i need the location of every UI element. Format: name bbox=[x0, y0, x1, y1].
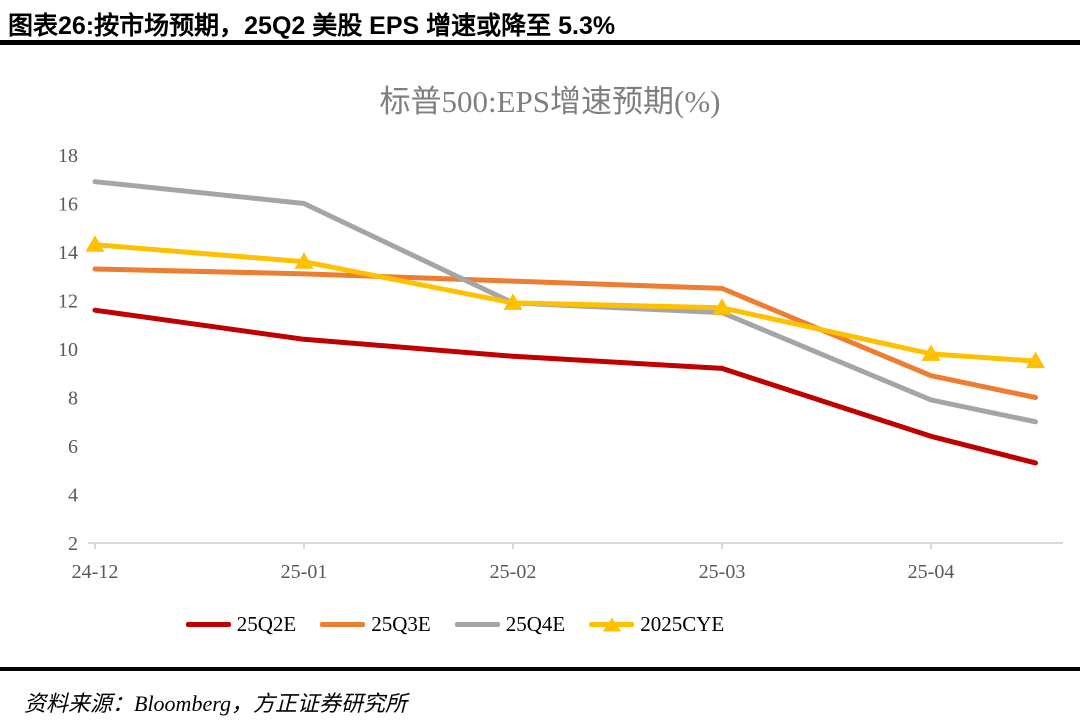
chart-title: 标普500:EPS增速预期(%) bbox=[379, 84, 721, 119]
legend-swatch bbox=[185, 622, 231, 627]
divider-top bbox=[0, 40, 1080, 45]
triangle-marker-icon bbox=[602, 616, 621, 631]
x-tick-label: 25-04 bbox=[908, 561, 955, 583]
y-tick-label: 10 bbox=[58, 339, 78, 361]
y-tick-label: 14 bbox=[58, 242, 78, 264]
series-line-25Q3E bbox=[92, 266, 1038, 400]
triangle-marker-icon bbox=[921, 344, 941, 361]
figure-title: 图表26:按市场预期，25Q2 美股 EPS 增速或降至 5.3% bbox=[8, 12, 616, 40]
legend-label: 2025CYE bbox=[640, 612, 725, 636]
triangle-marker-icon bbox=[1026, 351, 1045, 369]
triangle-marker-icon bbox=[294, 252, 314, 269]
legend-item-2025CYE: 2025CYE bbox=[589, 612, 724, 637]
source-note: 资料来源：Bloomberg，方正证券研究所 bbox=[24, 691, 407, 716]
x-tick-label: 25-03 bbox=[699, 561, 746, 583]
y-tick-label: 2 bbox=[68, 533, 78, 555]
legend-label: 25Q3E bbox=[371, 612, 431, 636]
y-tick-label: 18 bbox=[58, 145, 78, 167]
x-tick-label: 25-01 bbox=[281, 561, 328, 583]
legend-swatch bbox=[320, 622, 366, 627]
divider-bottom bbox=[0, 667, 1080, 671]
legend-item-25Q4E: 25Q4E bbox=[454, 612, 566, 637]
series-line-25Q2E bbox=[92, 307, 1038, 466]
y-tick-label: 12 bbox=[58, 291, 78, 313]
y-tick-label: 4 bbox=[68, 485, 78, 507]
series-line-2025CYE bbox=[92, 242, 1038, 364]
triangle-marker-icon bbox=[712, 298, 732, 315]
y-tick-label: 6 bbox=[68, 436, 78, 458]
y-tick-label: 16 bbox=[58, 194, 78, 216]
legend-label: 25Q4E bbox=[505, 612, 566, 636]
legend-swatch bbox=[589, 616, 635, 631]
legend-label: 25Q2E bbox=[236, 612, 297, 636]
triangle-marker-icon bbox=[503, 293, 523, 310]
y-tick-label: 8 bbox=[68, 388, 78, 410]
legend-swatch bbox=[454, 622, 500, 627]
legend-item-25Q3E: 25Q3E bbox=[320, 612, 431, 637]
triangle-marker-icon bbox=[85, 235, 105, 252]
x-tick-label: 25-02 bbox=[490, 561, 537, 583]
x-tick-label: 24-12 bbox=[72, 561, 119, 583]
legend-item-25Q2E: 25Q2E bbox=[185, 612, 297, 637]
chart-legend: 25Q2E 25Q3E 25Q4E 2025CYE bbox=[0, 612, 995, 637]
